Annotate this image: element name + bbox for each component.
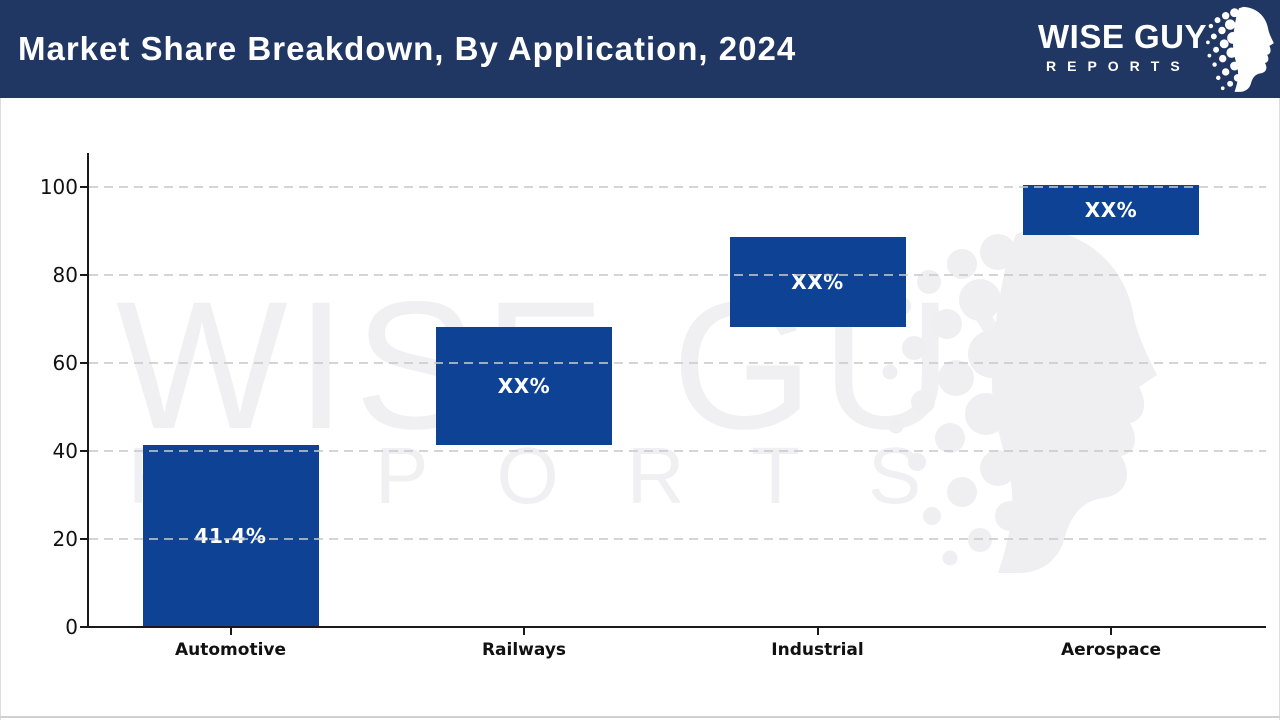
x-tick-automotive	[229, 627, 232, 635]
gridline-60	[89, 362, 1266, 364]
gridline-80	[89, 274, 1266, 276]
x-axis-line	[87, 626, 1266, 628]
bar-automotive: 41.4%	[142, 444, 319, 627]
y-tick-80	[80, 274, 88, 276]
x-tick-industrial	[816, 627, 819, 635]
y-tick-20	[80, 538, 88, 540]
y-tick-label-0: 0	[65, 615, 78, 639]
x-axis-label-automotive: Automotive	[174, 640, 287, 660]
y-tick-label-40: 40	[52, 439, 78, 463]
x-axis-label-aerospace: Aerospace	[1060, 640, 1162, 660]
logo-subtext: REPORTS	[1046, 58, 1191, 74]
y-tick-40	[80, 450, 88, 452]
bar-value-label: XX%	[791, 269, 844, 294]
footer-divider	[0, 716, 1280, 718]
y-tick-100	[80, 186, 88, 188]
y-tick-label-60: 60	[52, 351, 78, 375]
x-tick-aerospace	[1110, 627, 1112, 635]
bar-value-label: XX%	[497, 373, 551, 398]
y-tick-label-80: 80	[52, 263, 78, 287]
wise-guy-logo: WISE GUY REPORTS	[1036, 0, 1276, 98]
bar-value-label: XX%	[1084, 197, 1138, 222]
bar-industrial: XX%	[729, 236, 906, 327]
x-axis-label-industrial: Industrial	[771, 640, 864, 660]
gridline-100	[89, 186, 1266, 188]
y-tick-60	[80, 362, 88, 364]
bar-railways: XX%	[436, 326, 612, 445]
bar-aerospace: XX%	[1023, 185, 1199, 235]
y-tick-label-20: 20	[52, 527, 78, 551]
x-axis-label-railways: Railways	[481, 640, 567, 660]
bar-value-label: 41.4%	[194, 523, 267, 548]
page-title: Market Share Breakdown, By Application, …	[18, 30, 797, 67]
y-tick-label-100: 100	[39, 175, 78, 199]
logo-wordmark: WISE GUY	[1038, 18, 1208, 55]
gridline-20	[89, 538, 1266, 540]
gridline-40	[89, 450, 1266, 452]
x-tick-railways	[523, 627, 525, 635]
header-bar: Market Share Breakdown, By Application, …	[0, 0, 1280, 98]
y-axis-line	[87, 153, 89, 628]
y-tick-0	[80, 626, 88, 628]
